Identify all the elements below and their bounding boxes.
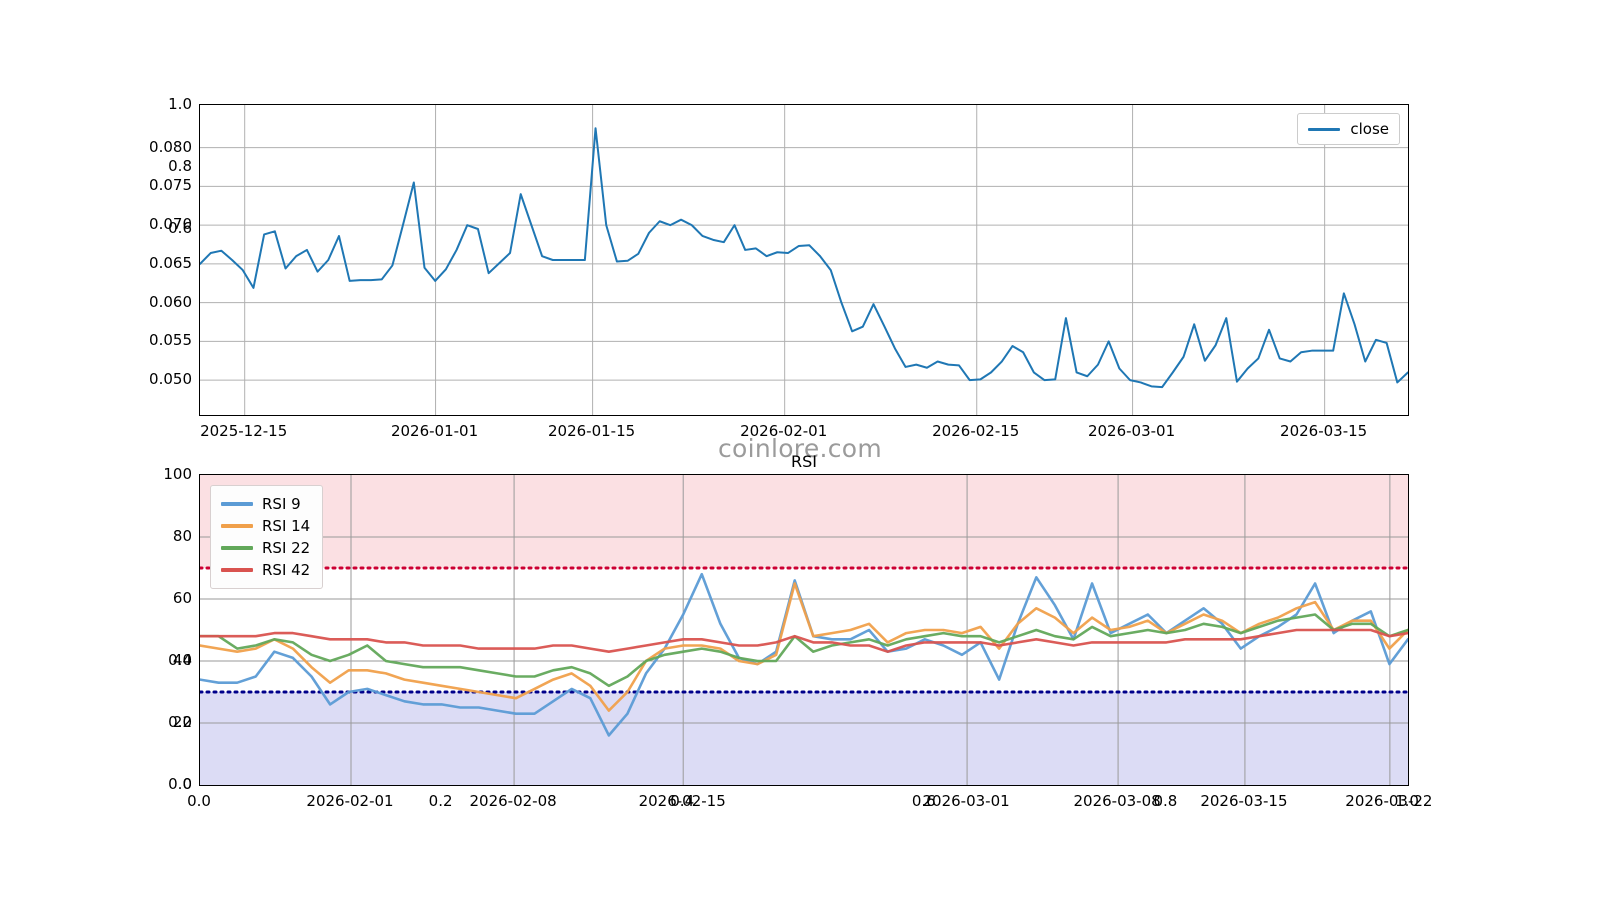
legend-item-rsi-9: RSI 9 [221,493,310,515]
price-xtick-2025-12-15: 2025-12-15 [200,422,288,440]
rsi-chart-legend: RSI 9 RSI 14 RSI 22 RSI 42 [210,485,324,589]
rsi-9-legend-label: RSI 9 [262,495,301,513]
rsi-xtick-alt-0.8: 0.8 [1153,792,1178,810]
price-ytick-0.075: 0.075 [149,176,192,195]
price-xtick-2026-03-01: 2026-03-01 [1087,422,1176,440]
legend-item-rsi-42: RSI 42 [221,559,310,581]
rsi-ytick-alt-0.2: 0.2 [168,713,192,731]
rsi-x-axis-ticks: 2026-02-01 2026-02-08 2026-02-15 2026-03-01… [199,792,1432,812]
rsi-y-axis-ticks: 100 80 60 40 20 0 [120,465,192,793]
rsi-xtick-2026-03-15: 2026-03-15 [1200,792,1288,810]
rsi-22-legend-swatch [221,546,253,550]
rsi-ytick-60: 60 [172,589,192,607]
legend-item-rsi-14: RSI 14 [221,515,310,537]
rsi-ytick-0: 0 [182,775,192,793]
rsi-xtick-alt-1.0: 1.0 [1395,792,1419,810]
rsi-xtick-alt-0.6: 0.6 [911,792,936,810]
rsi-xtick-2026-03-22: 2026-03-22 [1345,792,1433,810]
price-ytick-alt-0.8: 0.8 [168,157,192,175]
rsi-xtick-2026-03-01: 2026-03-01 [922,792,1010,810]
price-ytick-0.055: 0.055 [149,331,192,350]
rsi-x-axis-alt-ticks: 0.0 0.2 0.4 0.6 0.8 1.0 [187,792,1419,812]
rsi-14-legend-label: RSI 14 [262,517,311,535]
rsi-chart-title: RSI [791,452,817,471]
rsi-ytick-alt-0.4: 0.4 [168,651,192,669]
rsi-ytick-80: 80 [172,527,192,545]
price-chart-legend: close [1297,113,1400,145]
rsi-xtick-alt-0.2: 0.2 [428,792,453,810]
price-xtick-2026-01-15: 2026-01-15 [548,422,636,440]
price-xtick-2026-03-15: 2026-03-15 [1280,422,1368,440]
price-xtick-2026-02-01: 2026-02-01 [740,422,828,440]
rsi-9-legend-swatch [221,502,253,506]
price-xtick-2026-02-15: 2026-02-15 [932,422,1020,440]
price-ytick-0.050: 0.050 [149,370,192,389]
rsi-xtick-alt-0.4: 0.4 [670,792,695,810]
price-line-svg [200,105,1408,415]
rsi-ytick-alt-0.0: 0.0 [168,775,192,793]
price-y-axis-alt-ticks: 1.0 0.8 0.6 [120,95,192,416]
close-legend-label: close [1350,120,1389,138]
rsi-42-legend-swatch [221,568,253,572]
price-ytick-alt-0.6: 0.6 [168,219,192,237]
legend-item-rsi-22: RSI 22 [221,537,310,559]
rsi-xtick-2026-02-15: 2026-02-15 [638,792,726,810]
rsi-xtick-2026-02-08: 2026-02-08 [469,792,557,810]
rsi-ytick-40: 40 [172,651,192,669]
rsi-xtick-alt-0.0: 0.0 [187,792,211,810]
price-x-axis-ticks: 2025-12-15 2026-01-01 2026-01-15 2026-02-01… [199,422,1409,442]
rsi-ytick-20: 20 [172,713,192,731]
price-ytick-0.070: 0.070 [149,215,192,234]
rsi-22-legend-label: RSI 22 [262,539,311,557]
close-legend-swatch [1308,127,1341,131]
rsi-line-svg [200,475,1408,785]
price-ytick-0.080: 0.080 [149,137,192,156]
price-ytick-alt-1.0: 1.0 [168,95,192,113]
rsi-y-axis-alt-ticks: 0.4 0.2 0.0 [120,474,192,793]
rsi-xtick-2026-03-08: 2026-03-08 [1073,792,1161,810]
price-chart-plot-area: close [199,104,1409,416]
price-xtick-2026-01-01: 2026-01-01 [390,422,479,440]
rsi-14-legend-swatch [221,524,253,528]
rsi-42-legend-label: RSI 42 [262,561,311,579]
rsi-ytick-100: 100 [163,465,192,483]
rsi-chart-plot-area: RSI 9 RSI 14 RSI 22 RSI 42 [199,474,1409,786]
price-ytick-0.060: 0.060 [149,292,192,311]
watermark: coinlore.com [717,434,883,463]
price-ytick-0.065: 0.065 [149,253,192,272]
price-y-axis-ticks: 0.080 0.075 0.070 0.065 0.060 0.055 0.050 [120,104,192,416]
rsi-xtick-2026-02-01: 2026-02-01 [306,792,394,810]
